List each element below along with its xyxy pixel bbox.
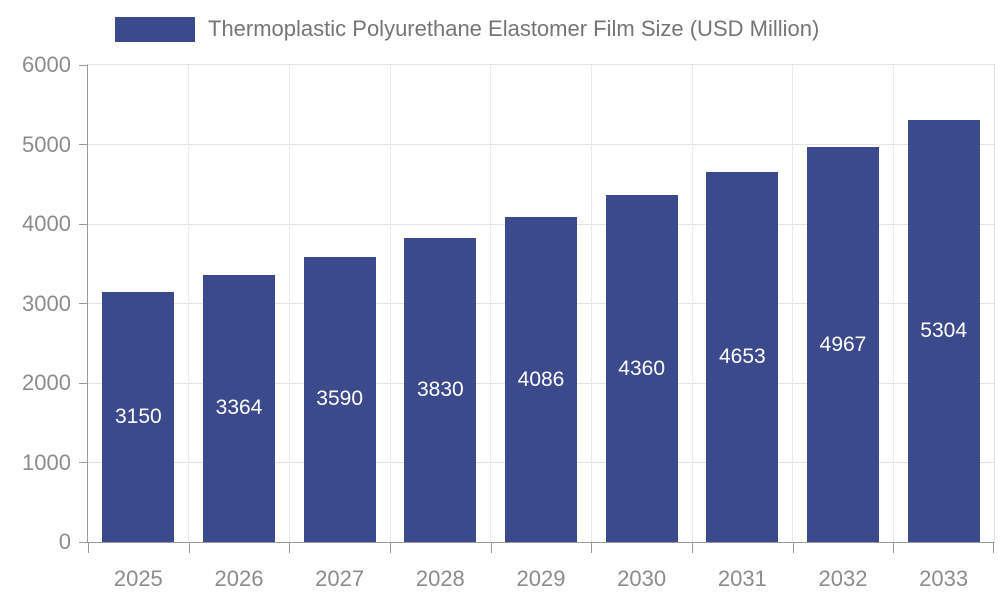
x-tick <box>289 543 291 553</box>
x-axis-label: 2031 <box>717 566 767 591</box>
y-axis-label: 1000 <box>22 449 71 475</box>
bar-2026: 3364 <box>203 274 275 542</box>
gridline-v <box>792 65 794 542</box>
bar-2032: 4967 <box>807 147 879 542</box>
x-axis-label: 2032 <box>818 566 868 591</box>
y-axis-label: 5000 <box>22 131 71 157</box>
bar-2031: 4653 <box>706 172 779 542</box>
x-axis-label: 2033 <box>919 566 969 591</box>
y-tick <box>79 223 87 225</box>
chart-legend: Thermoplastic Polyurethane Elastomer Fil… <box>115 16 819 42</box>
bar-2025: 3150 <box>102 291 175 542</box>
y-axis-label: 2000 <box>22 370 71 395</box>
y-axis-label: 3000 <box>22 290 71 316</box>
gridline-v <box>389 65 391 542</box>
bar-value-label: 3590 <box>316 387 364 411</box>
x-axis-label: 2027 <box>315 566 365 591</box>
bar-2030: 4360 <box>605 195 678 542</box>
x-axis-label: 2030 <box>617 566 667 591</box>
gridline-v <box>590 65 592 542</box>
gridline-v <box>691 65 693 542</box>
bar-value-label: 3830 <box>416 377 464 401</box>
bar-value-label: 4967 <box>819 332 867 356</box>
y-axis-label: 0 <box>58 529 71 554</box>
x-tick <box>188 543 190 553</box>
x-tick <box>490 543 492 553</box>
y-tick <box>79 64 87 66</box>
y-axis-label: 6000 <box>22 52 71 77</box>
x-tick <box>893 543 895 553</box>
bar-value-label: 4653 <box>718 345 766 369</box>
gridline-v <box>188 65 190 542</box>
gridline-v <box>490 65 492 542</box>
bar-value-label: 4086 <box>517 367 565 391</box>
x-tick <box>692 543 693 553</box>
x-axis-label: 2026 <box>214 566 264 591</box>
y-tick <box>79 144 87 145</box>
x-tick <box>993 543 994 553</box>
bar-2027: 3590 <box>303 256 376 542</box>
x-axis-label: 2028 <box>415 566 465 591</box>
x-tick <box>88 543 89 553</box>
x-tick <box>390 543 391 553</box>
gridline-v <box>288 65 290 542</box>
y-tick <box>79 303 87 304</box>
y-tick <box>79 382 87 384</box>
gridline-h <box>88 144 994 145</box>
plot-area: 0 1000 2000 3000 4000 5000 6000 3150 2025 3364 202… <box>22 52 995 591</box>
x-tick <box>792 543 794 553</box>
y-axis-label: 4000 <box>22 211 71 236</box>
legend-label: Thermoplastic Polyurethane Elastomer Fil… <box>208 16 820 41</box>
bar-value-label: 3364 <box>215 396 263 420</box>
gridline-v <box>892 65 894 542</box>
x-tick <box>591 543 593 553</box>
bar-value-label: 3150 <box>114 404 162 428</box>
y-tick <box>79 541 87 543</box>
x-axis-label: 2029 <box>516 566 566 591</box>
bar-value-label: 5304 <box>920 319 968 343</box>
y-tick <box>79 462 87 463</box>
bar-2033: 5304 <box>907 120 980 542</box>
x-axis-label: 2025 <box>113 566 163 591</box>
legend-swatch <box>115 16 195 42</box>
bar-value-label: 4360 <box>618 356 666 380</box>
bar-2029: 4086 <box>505 217 577 542</box>
bar-2028: 3830 <box>404 237 477 542</box>
